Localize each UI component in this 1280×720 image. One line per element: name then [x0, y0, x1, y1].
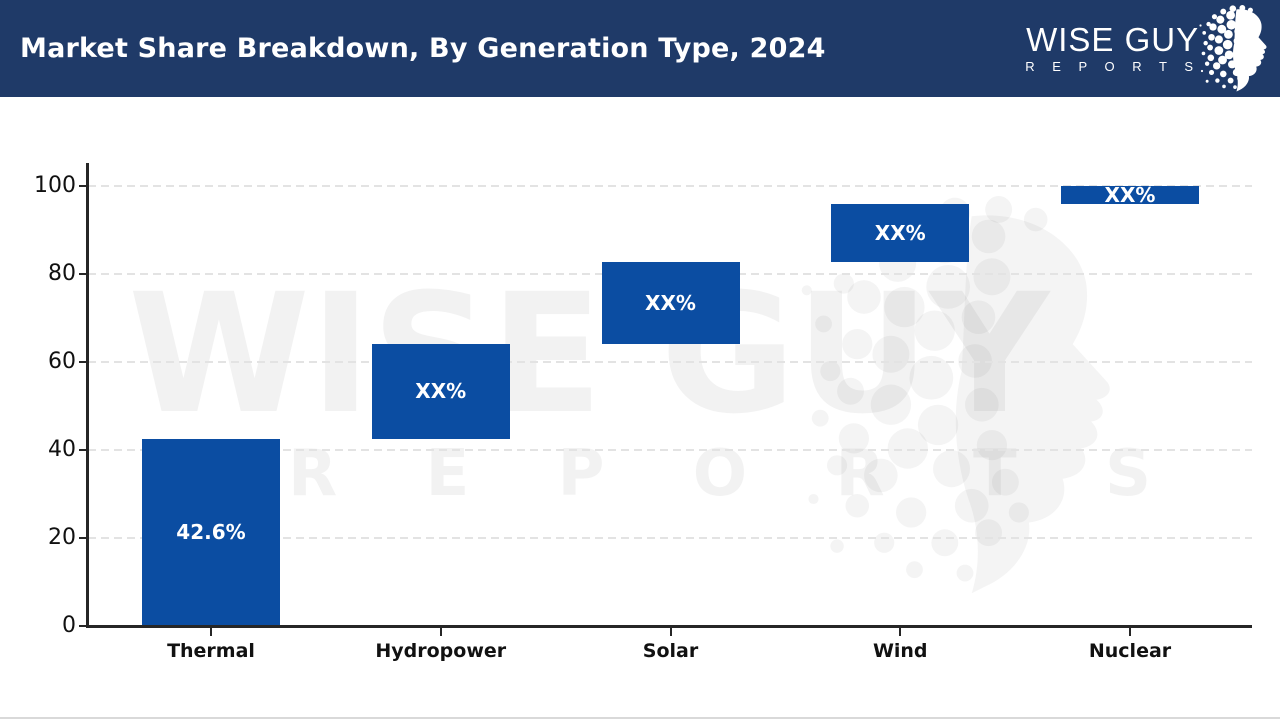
x-tick-solar — [669, 627, 672, 636]
y-tick-label: 60 — [48, 349, 76, 374]
logo-wordmark: WISE GUY — [1026, 21, 1200, 58]
bar-value-label: XX% — [645, 291, 696, 316]
x-tick-nuclear — [1129, 627, 1131, 636]
wise-guy-logo: WISE GUY R E P O R T S — [1025, 2, 1274, 95]
bar-nuclear: XX% — [1061, 182, 1199, 207]
gridline-20 — [88, 537, 1252, 539]
gridline-40 — [88, 449, 1252, 451]
x-tick-label-solar: Solar — [642, 640, 699, 662]
logo-subtitle: R E P O R T S — [1025, 59, 1200, 74]
x-tick-label-thermal: Thermal — [167, 640, 255, 662]
y-tick-label: 40 — [48, 437, 76, 462]
bar-thermal: 42.6% — [142, 438, 280, 626]
y-tick-100 — [79, 185, 87, 187]
y-tick-label: 20 — [48, 525, 76, 550]
y-axis-line — [86, 163, 89, 627]
x-tick-label-hydropower: Hydropower — [375, 640, 507, 662]
bar-value-label: XX% — [874, 220, 926, 245]
y-tick-60 — [79, 361, 87, 363]
x-tick-hydropower — [439, 627, 442, 636]
bar-value-label: XX% — [415, 379, 467, 404]
bar-wind: XX% — [831, 203, 970, 263]
y-tick-0 — [79, 625, 87, 627]
y-tick-label: 80 — [48, 261, 76, 286]
y-tick-label: 100 — [34, 173, 76, 198]
logo-head-icon — [1199, 4, 1267, 92]
bar-hydropower: XX% — [371, 344, 510, 439]
x-tick-thermal — [210, 627, 212, 636]
bar-value-label: 42.6% — [176, 520, 246, 545]
gridline-100 — [88, 185, 1252, 187]
logo-text: WISE GUY R E P O R T S — [1025, 23, 1200, 74]
y-tick-label: 0 — [62, 613, 76, 638]
x-tick-label-nuclear: Nuclear — [1088, 640, 1172, 662]
page-header: Market Share Breakdown, By Generation Ty… — [0, 0, 1280, 97]
y-tick-20 — [79, 537, 87, 539]
y-tick-40 — [79, 449, 87, 451]
bottom-divider — [0, 717, 1280, 719]
chart-title: Market Share Breakdown, By Generation Ty… — [20, 33, 826, 64]
x-tick-label-wind: Wind — [872, 640, 928, 662]
x-axis-line — [86, 625, 1252, 628]
bar-solar: XX% — [601, 262, 740, 345]
y-tick-80 — [79, 273, 87, 275]
bar-value-label: XX% — [1104, 182, 1156, 207]
gridline-60 — [88, 361, 1252, 363]
x-tick-wind — [899, 627, 902, 636]
